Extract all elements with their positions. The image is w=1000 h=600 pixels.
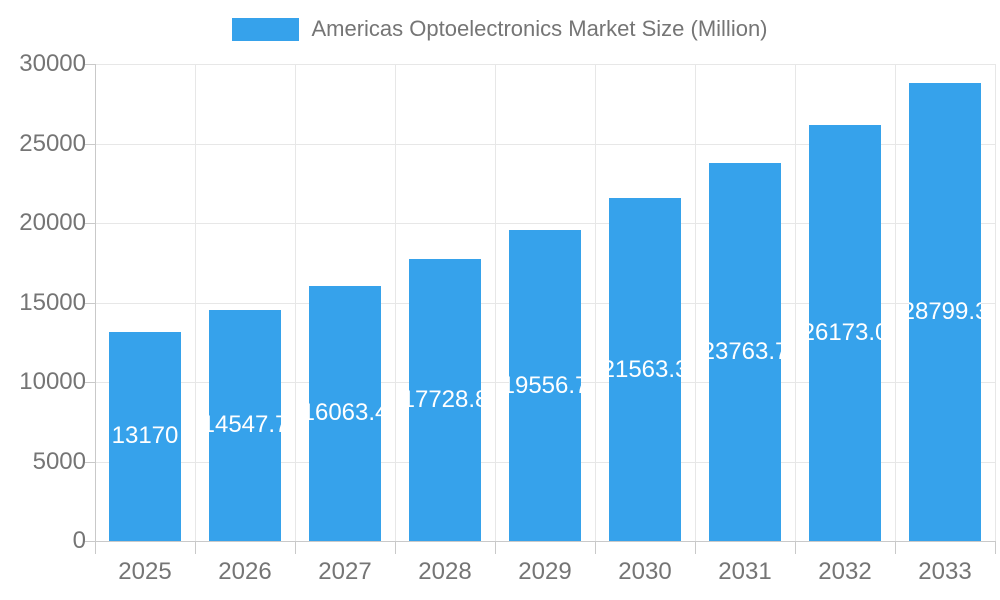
y-gridline: [95, 64, 995, 65]
bar-2032: 26173.0: [809, 124, 881, 541]
y-tick-mark: [85, 223, 95, 224]
x-gridline: [595, 64, 596, 541]
bar-value-label: 21563.3: [609, 355, 681, 383]
x-gridline: [495, 64, 496, 541]
y-tick-mark: [85, 382, 95, 383]
x-tick-mark: [495, 541, 496, 554]
y-axis-tick-label: 25000: [19, 129, 86, 157]
x-tick-mark: [695, 541, 696, 554]
y-axis-tick-label: 15000: [19, 288, 86, 316]
y-axis-line: [95, 64, 96, 541]
bar-2030: 21563.3: [609, 198, 681, 541]
bar-2031: 23763.7: [709, 163, 781, 541]
y-tick-mark: [85, 302, 95, 304]
bar-2028: 17728.8: [409, 259, 481, 541]
y-gridline: [95, 223, 995, 224]
bar-value-label: 17728.8: [409, 386, 481, 414]
legend-item[interactable]: Americas Optoelectronics Market Size (Mi…: [0, 17, 1000, 41]
legend-swatch: [232, 17, 300, 41]
y-axis-tick-label: 20000: [19, 209, 86, 236]
bar-2025: 13170: [109, 331, 181, 541]
y-axis-tick-label: 10000: [19, 368, 86, 395]
x-tick-mark: [595, 541, 596, 554]
x-gridline: [195, 64, 196, 541]
y-tick-mark: [85, 64, 95, 65]
x-tick-mark: [395, 541, 396, 554]
x-tick-mark: [895, 541, 896, 554]
bar-value-label: 23763.7: [709, 338, 781, 366]
x-axis-tick-label: 2033: [918, 558, 972, 585]
x-axis-tick-label: 2032: [818, 558, 872, 585]
y-axis-tick-label: 5000: [32, 447, 86, 475]
bar-value-label: 26173.0: [809, 318, 881, 346]
x-tick-mark: [995, 541, 996, 554]
x-axis-tick-label: 2027: [318, 558, 372, 585]
x-gridline: [795, 64, 796, 541]
y-tick-mark: [85, 143, 95, 145]
x-gridline: [695, 64, 696, 541]
x-tick-mark: [95, 541, 96, 554]
bar-value-label: 14547.7: [209, 411, 281, 439]
bar-value-label: 19556.7: [509, 371, 581, 399]
x-axis-tick-label: 2028: [418, 558, 472, 585]
bar-2029: 19556.7: [509, 230, 581, 541]
x-axis-tick-label: 2026: [218, 558, 272, 585]
x-gridline: [295, 64, 296, 541]
y-gridline: [95, 143, 995, 145]
x-axis-tick-label: 2029: [518, 558, 572, 585]
x-tick-mark: [295, 541, 296, 554]
x-axis-line: [85, 541, 995, 542]
x-gridline: [895, 64, 896, 541]
x-axis-tick-label: 2030: [618, 558, 672, 585]
y-tick-mark: [85, 461, 95, 463]
x-axis-tick-label: 2025: [118, 558, 172, 585]
bar-value-label: 13170: [111, 422, 179, 450]
bar-value-label: 16063.4: [309, 399, 381, 427]
y-axis-tick-label: 0: [72, 527, 86, 554]
x-axis-tick-label: 2031: [718, 558, 772, 585]
bar-2027: 16063.4: [309, 285, 381, 541]
x-gridline: [395, 64, 396, 541]
x-tick-mark: [195, 541, 196, 554]
y-axis-tick-label: 30000: [19, 50, 86, 77]
bar-2026: 14547.7: [209, 309, 281, 541]
x-gridline: [995, 64, 996, 541]
legend-label: Americas Optoelectronics Market Size (Mi…: [311, 16, 768, 41]
x-tick-mark: [795, 541, 796, 554]
